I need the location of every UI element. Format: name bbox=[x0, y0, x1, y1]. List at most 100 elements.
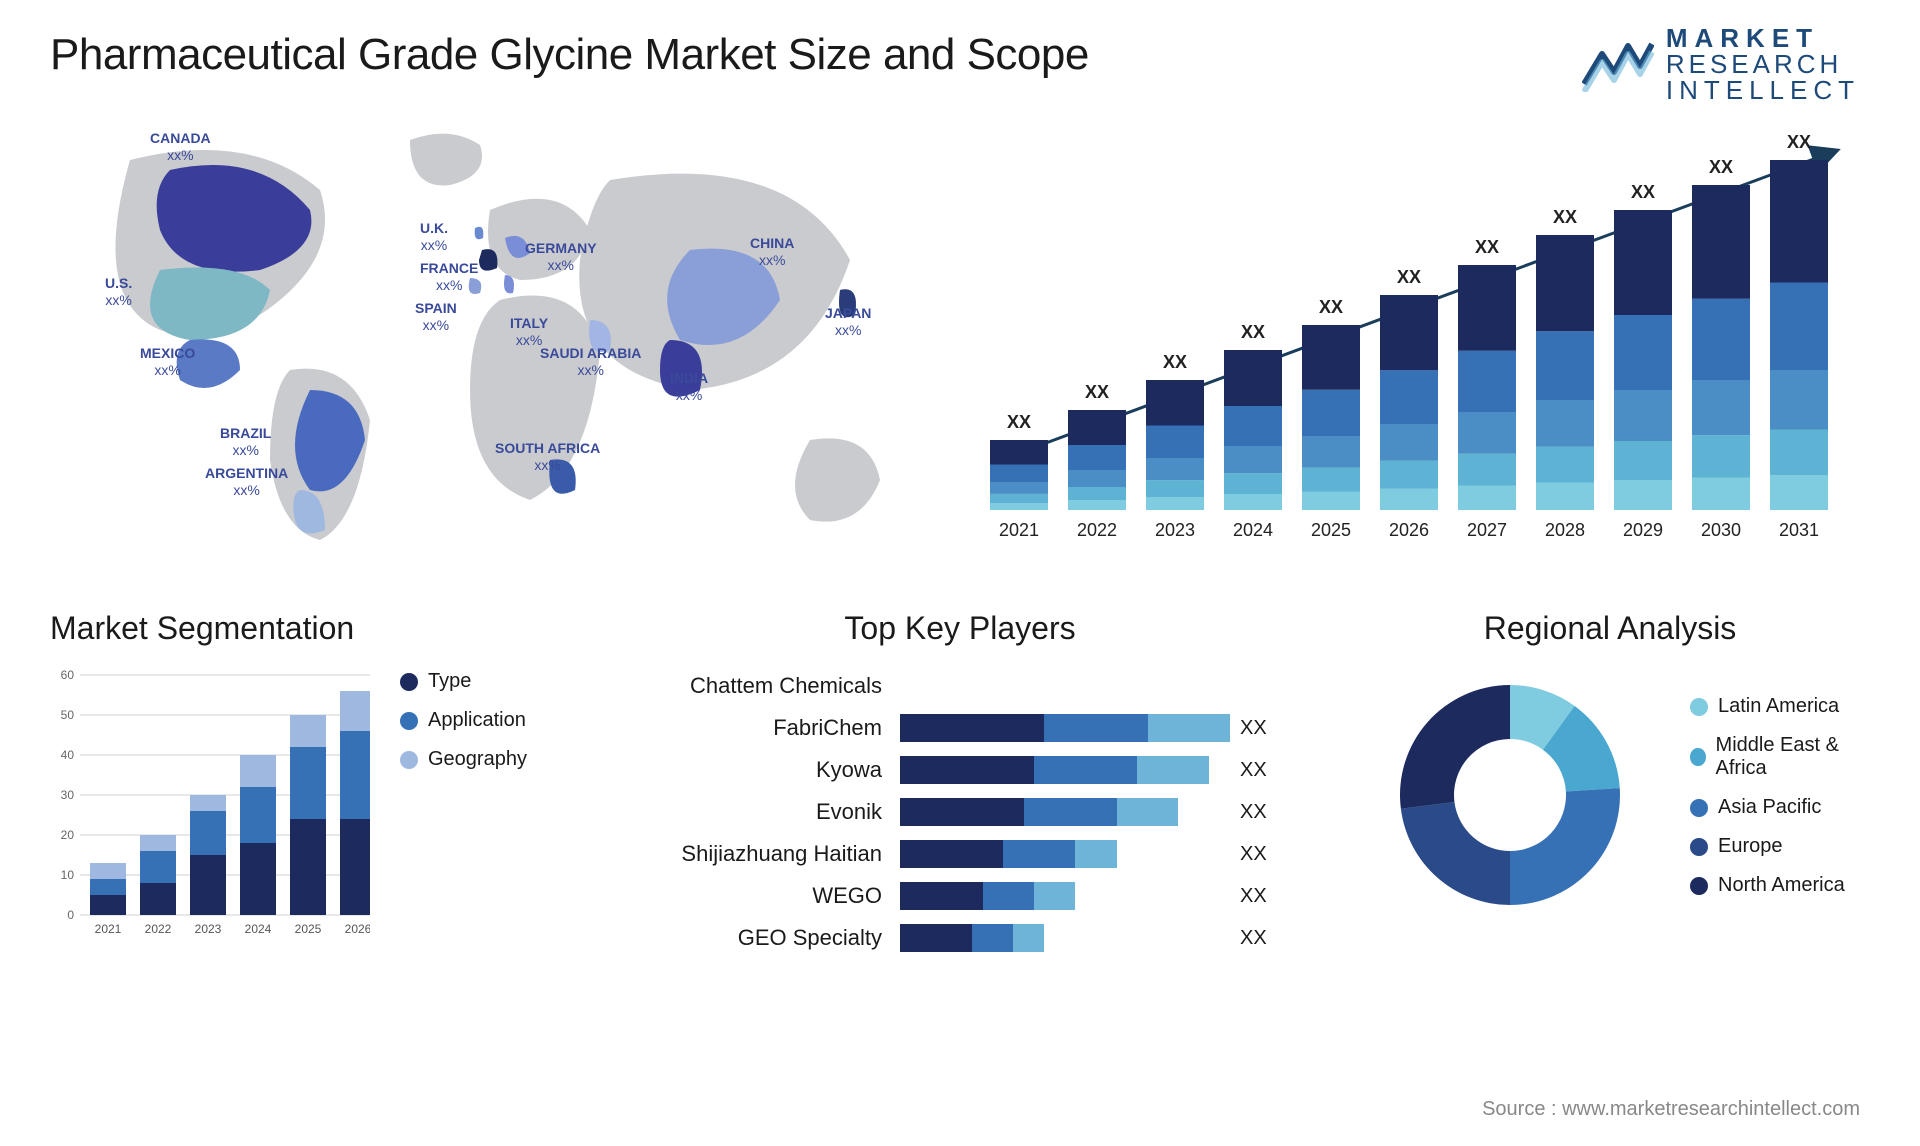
player-name: GEO Specialty bbox=[630, 925, 890, 951]
player-row-chattemchemicals: Chattem Chemicals bbox=[630, 665, 1290, 707]
growth-bar-2030-layer1 bbox=[1692, 435, 1750, 477]
seg-bar-2024-application bbox=[240, 787, 276, 843]
growth-bar-2023-layer3 bbox=[1146, 426, 1204, 459]
growth-value-2021: XX bbox=[1007, 412, 1031, 432]
seg-bar-2026-geography bbox=[340, 691, 370, 731]
growth-bar-2028-layer0 bbox=[1536, 483, 1594, 511]
svg-text:10: 10 bbox=[61, 868, 75, 882]
growth-bar-2022-layer0 bbox=[1068, 500, 1126, 510]
player-name: FabriChem bbox=[630, 715, 890, 741]
svg-text:2021: 2021 bbox=[95, 922, 122, 936]
seg-bar-2022-geography bbox=[140, 835, 176, 851]
svg-text:2025: 2025 bbox=[295, 922, 322, 936]
growth-bar-2022-layer1 bbox=[1068, 487, 1126, 500]
player-row-kyowa: KyowaXX bbox=[630, 749, 1290, 791]
seg-bar-2024-geography bbox=[240, 755, 276, 787]
growth-chart: XX2021XX2022XX2023XX2024XX2025XX2026XX20… bbox=[970, 120, 1870, 550]
growth-year-2027: 2027 bbox=[1467, 520, 1507, 540]
growth-bar-2030-layer4 bbox=[1692, 185, 1750, 299]
growth-bar-2026-layer3 bbox=[1380, 370, 1438, 424]
growth-bar-2028-layer3 bbox=[1536, 331, 1594, 400]
svg-text:0: 0 bbox=[67, 908, 74, 922]
growth-year-2028: 2028 bbox=[1545, 520, 1585, 540]
world-map-svg bbox=[50, 120, 930, 550]
map-label-india: INDIAxx% bbox=[670, 370, 708, 404]
seg-bar-2026-application bbox=[340, 731, 370, 819]
player-value: XX bbox=[1240, 717, 1290, 740]
growth-bar-2026-layer4 bbox=[1380, 295, 1438, 370]
seg-legend-type: Type bbox=[400, 670, 527, 693]
svg-text:2022: 2022 bbox=[145, 922, 172, 936]
player-bar bbox=[900, 756, 1230, 784]
seg-bar-2024-type bbox=[240, 843, 276, 915]
growth-bar-2028-layer4 bbox=[1536, 235, 1594, 331]
map-label-france: FRANCExx% bbox=[420, 260, 478, 294]
growth-bar-2029-layer2 bbox=[1614, 390, 1672, 441]
growth-year-2030: 2030 bbox=[1701, 520, 1741, 540]
growth-value-2025: XX bbox=[1319, 297, 1343, 317]
seg-bar-2025-application bbox=[290, 747, 326, 819]
growth-bar-2025-layer0 bbox=[1302, 492, 1360, 511]
growth-bar-2027-layer3 bbox=[1458, 351, 1516, 412]
growth-bar-2029-layer4 bbox=[1614, 210, 1672, 315]
map-label-southafrica: SOUTH AFRICAxx% bbox=[495, 440, 600, 474]
growth-value-2029: XX bbox=[1631, 182, 1655, 202]
reg-legend-asiapacific: Asia Pacific bbox=[1690, 796, 1870, 819]
player-row-geospecialty: GEO SpecialtyXX bbox=[630, 917, 1290, 959]
growth-bar-2030-layer2 bbox=[1692, 380, 1750, 435]
growth-bar-2025-layer2 bbox=[1302, 436, 1360, 467]
players-list: Chattem Chemicals FabriChem XX KyowaXX Evoni… bbox=[630, 665, 1290, 959]
growth-value-2022: XX bbox=[1085, 382, 1109, 402]
map-label-italy: ITALYxx% bbox=[510, 315, 548, 349]
growth-bar-2030-layer3 bbox=[1692, 299, 1750, 380]
segmentation-chart-svg: 0102030405060202120222023202420252026 bbox=[50, 665, 370, 945]
growth-bar-2028-layer1 bbox=[1536, 447, 1594, 483]
map-label-spain: SPAINxx% bbox=[415, 300, 457, 334]
player-value: XX bbox=[1240, 801, 1290, 824]
player-row-shijiazhuanghaitian: Shijiazhuang HaitianXX bbox=[630, 833, 1290, 875]
logo-text-2: RESEARCH bbox=[1666, 51, 1860, 77]
seg-bar-2025-geography bbox=[290, 715, 326, 747]
svg-text:2026: 2026 bbox=[345, 922, 370, 936]
player-value: XX bbox=[1240, 843, 1290, 866]
growth-bar-2024-layer1 bbox=[1224, 473, 1282, 494]
seg-legend-application: Application bbox=[400, 709, 527, 732]
source-text: Source : www.marketresearchintellect.com bbox=[1482, 1098, 1860, 1121]
growth-bar-2021-layer3 bbox=[990, 465, 1048, 483]
growth-bar-2025-layer1 bbox=[1302, 467, 1360, 491]
donut-slice-asiapacific bbox=[1510, 788, 1620, 905]
growth-year-2023: 2023 bbox=[1155, 520, 1195, 540]
growth-bar-2027-layer2 bbox=[1458, 412, 1516, 454]
map-label-argentina: ARGENTINAxx% bbox=[205, 465, 288, 499]
growth-value-2026: XX bbox=[1397, 267, 1421, 287]
seg-bar-2023-application bbox=[190, 811, 226, 855]
seg-bar-2026-type bbox=[340, 819, 370, 915]
svg-text:2024: 2024 bbox=[245, 922, 272, 936]
player-row-wego: WEGOXX bbox=[630, 875, 1290, 917]
growth-bar-2021-layer2 bbox=[990, 482, 1048, 494]
player-name: Evonik bbox=[630, 799, 890, 825]
player-name: Chattem Chemicals bbox=[630, 673, 890, 699]
reg-legend-europe: Europe bbox=[1690, 835, 1870, 858]
growth-value-2024: XX bbox=[1241, 322, 1265, 342]
growth-year-2021: 2021 bbox=[999, 520, 1039, 540]
growth-bar-2022-layer4 bbox=[1068, 410, 1126, 445]
reg-legend-middleeastafrica: Middle East & Africa bbox=[1690, 734, 1870, 780]
growth-chart-svg: XX2021XX2022XX2023XX2024XX2025XX2026XX20… bbox=[970, 120, 1870, 550]
growth-bar-2029-layer3 bbox=[1614, 315, 1672, 390]
map-label-japan: JAPANxx% bbox=[825, 305, 871, 339]
seg-bar-2021-type bbox=[90, 895, 126, 915]
growth-year-2025: 2025 bbox=[1311, 520, 1351, 540]
player-bar bbox=[900, 840, 1230, 868]
seg-bar-2025-type bbox=[290, 819, 326, 915]
growth-bar-2021-layer1 bbox=[990, 494, 1048, 503]
seg-legend-geography: Geography bbox=[400, 748, 527, 771]
growth-bar-2023-layer2 bbox=[1146, 458, 1204, 480]
svg-text:2023: 2023 bbox=[195, 922, 222, 936]
growth-bar-2024-layer3 bbox=[1224, 406, 1282, 446]
growth-bar-2023-layer4 bbox=[1146, 380, 1204, 426]
seg-bar-2022-application bbox=[140, 851, 176, 883]
growth-bar-2029-layer1 bbox=[1614, 441, 1672, 480]
growth-bar-2025-layer4 bbox=[1302, 325, 1360, 390]
growth-value-2031: XX bbox=[1787, 132, 1811, 152]
